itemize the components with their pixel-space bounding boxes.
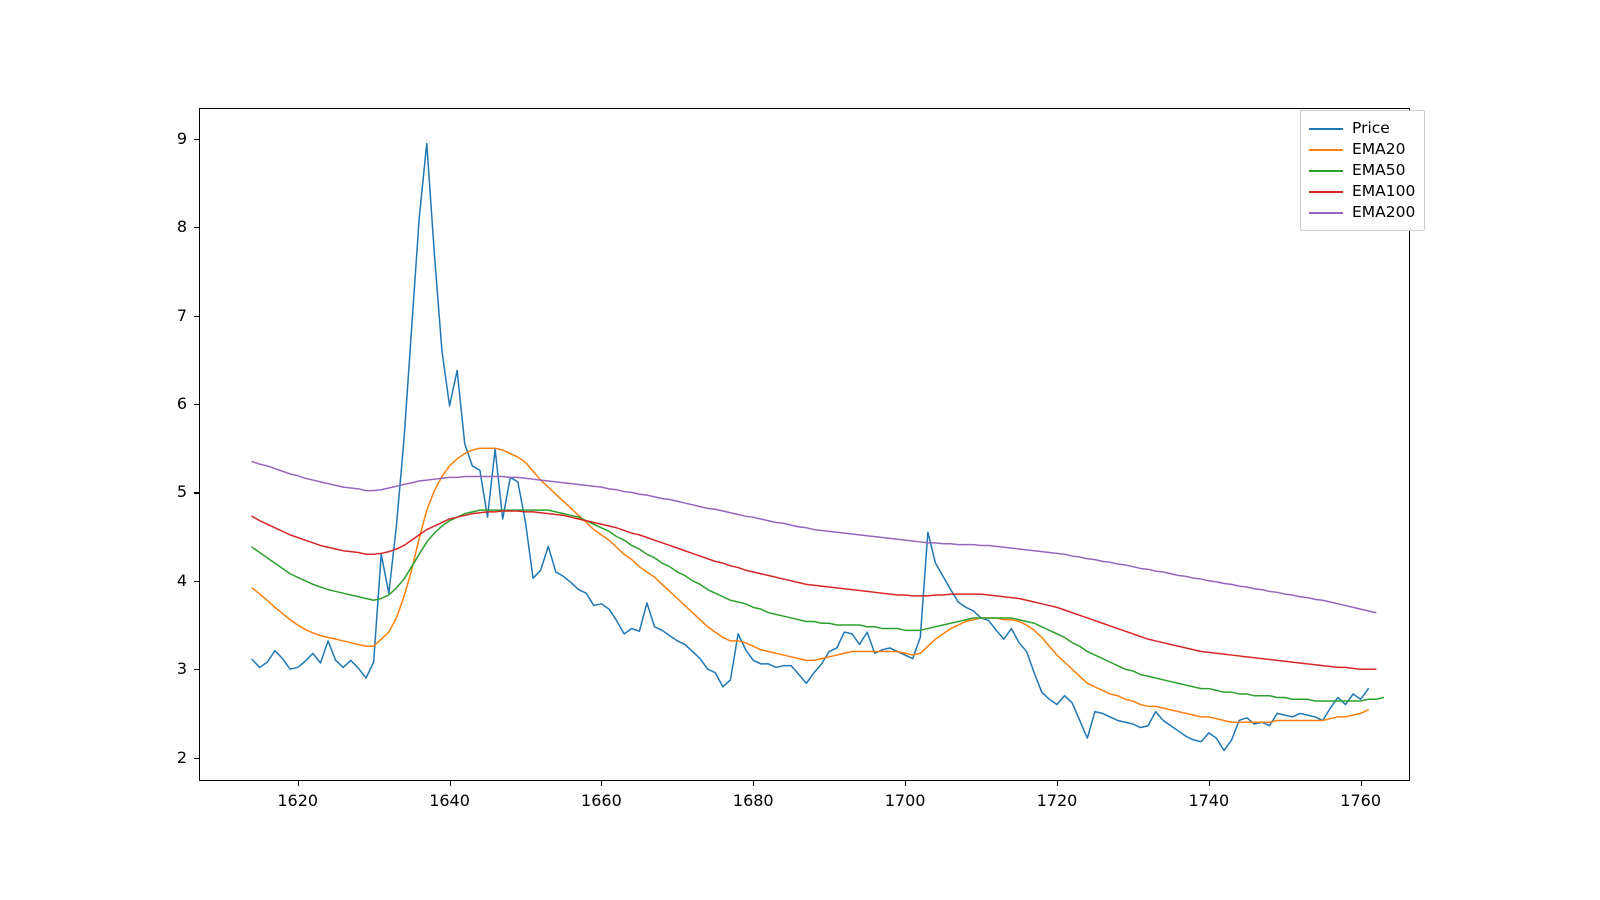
legend-label: EMA50 xyxy=(1352,160,1406,179)
y-tick-mark xyxy=(194,138,199,141)
x-tick-label: 1620 xyxy=(277,791,319,810)
legend-item-ema20[interactable]: EMA20 xyxy=(1309,139,1415,160)
chart-legend[interactable]: Price EMA20 EMA50 EMA100 EMA200 xyxy=(1300,110,1426,231)
legend-item-price[interactable]: Price xyxy=(1309,118,1415,139)
legend-item-ema100[interactable]: EMA100 xyxy=(1309,181,1415,202)
x-tick-mark xyxy=(601,781,603,786)
y-tick-label: 7 xyxy=(176,305,187,325)
legend-swatch-ema100 xyxy=(1309,190,1343,193)
legend-swatch-ema200 xyxy=(1309,211,1343,214)
y-tick-mark xyxy=(194,669,199,671)
y-tick-label: 6 xyxy=(176,394,187,414)
legend-label: Price xyxy=(1352,118,1390,137)
series-line-ema50 xyxy=(251,509,1385,702)
x-tick-mark xyxy=(1056,781,1059,786)
x-tick-label: 1640 xyxy=(429,791,470,810)
x-tick-mark xyxy=(449,781,451,786)
y-tick-mark xyxy=(194,492,199,494)
legend-label: EMA100 xyxy=(1352,181,1416,200)
legend-item-ema50[interactable]: EMA50 xyxy=(1309,160,1415,181)
x-tick-label: 1700 xyxy=(884,791,926,810)
x-tick-label: 1740 xyxy=(1188,791,1230,810)
x-tick-mark xyxy=(905,781,907,786)
y-tick-mark xyxy=(194,580,199,582)
x-tick-mark xyxy=(1208,781,1210,786)
series-line-price xyxy=(251,142,1369,752)
x-tick-label: 1660 xyxy=(581,791,622,810)
legend-rows: Price EMA20 EMA50 EMA100 EMA200 xyxy=(1309,118,1415,223)
x-tick-label: 1760 xyxy=(1340,791,1381,810)
y-tick-mark xyxy=(194,227,199,229)
legend-label: EMA20 xyxy=(1352,139,1406,158)
y-tick-mark xyxy=(194,757,199,759)
y-tick-label: 3 xyxy=(176,659,187,679)
x-tick-mark xyxy=(297,781,299,786)
y-tick-mark xyxy=(194,315,199,317)
y-tick-label: 2 xyxy=(176,747,187,767)
series-line-ema100 xyxy=(251,510,1377,670)
legend-item-ema200[interactable]: EMA200 xyxy=(1309,202,1415,223)
y-tick-label: 5 xyxy=(176,482,187,502)
y-tick-mark xyxy=(194,404,199,406)
y-tick-label: 9 xyxy=(176,128,187,148)
x-tick-mark xyxy=(1360,781,1362,786)
series-line-ema20 xyxy=(251,447,1369,723)
chart-lines-svg xyxy=(251,142,1385,752)
plot-area-frame xyxy=(199,108,1410,781)
y-tick-label: 4 xyxy=(176,570,187,590)
legend-swatch-ema20 xyxy=(1309,148,1343,151)
series-line-ema200 xyxy=(251,460,1377,614)
x-tick-mark xyxy=(753,781,755,786)
legend-swatch-ema50 xyxy=(1309,169,1343,172)
x-tick-label: 1680 xyxy=(732,791,774,810)
legend-swatch-price xyxy=(1309,127,1343,130)
y-tick-label: 8 xyxy=(176,217,187,237)
x-tick-label: 1720 xyxy=(1036,791,1078,810)
legend-label: EMA200 xyxy=(1352,202,1416,221)
series-group xyxy=(251,142,1385,752)
